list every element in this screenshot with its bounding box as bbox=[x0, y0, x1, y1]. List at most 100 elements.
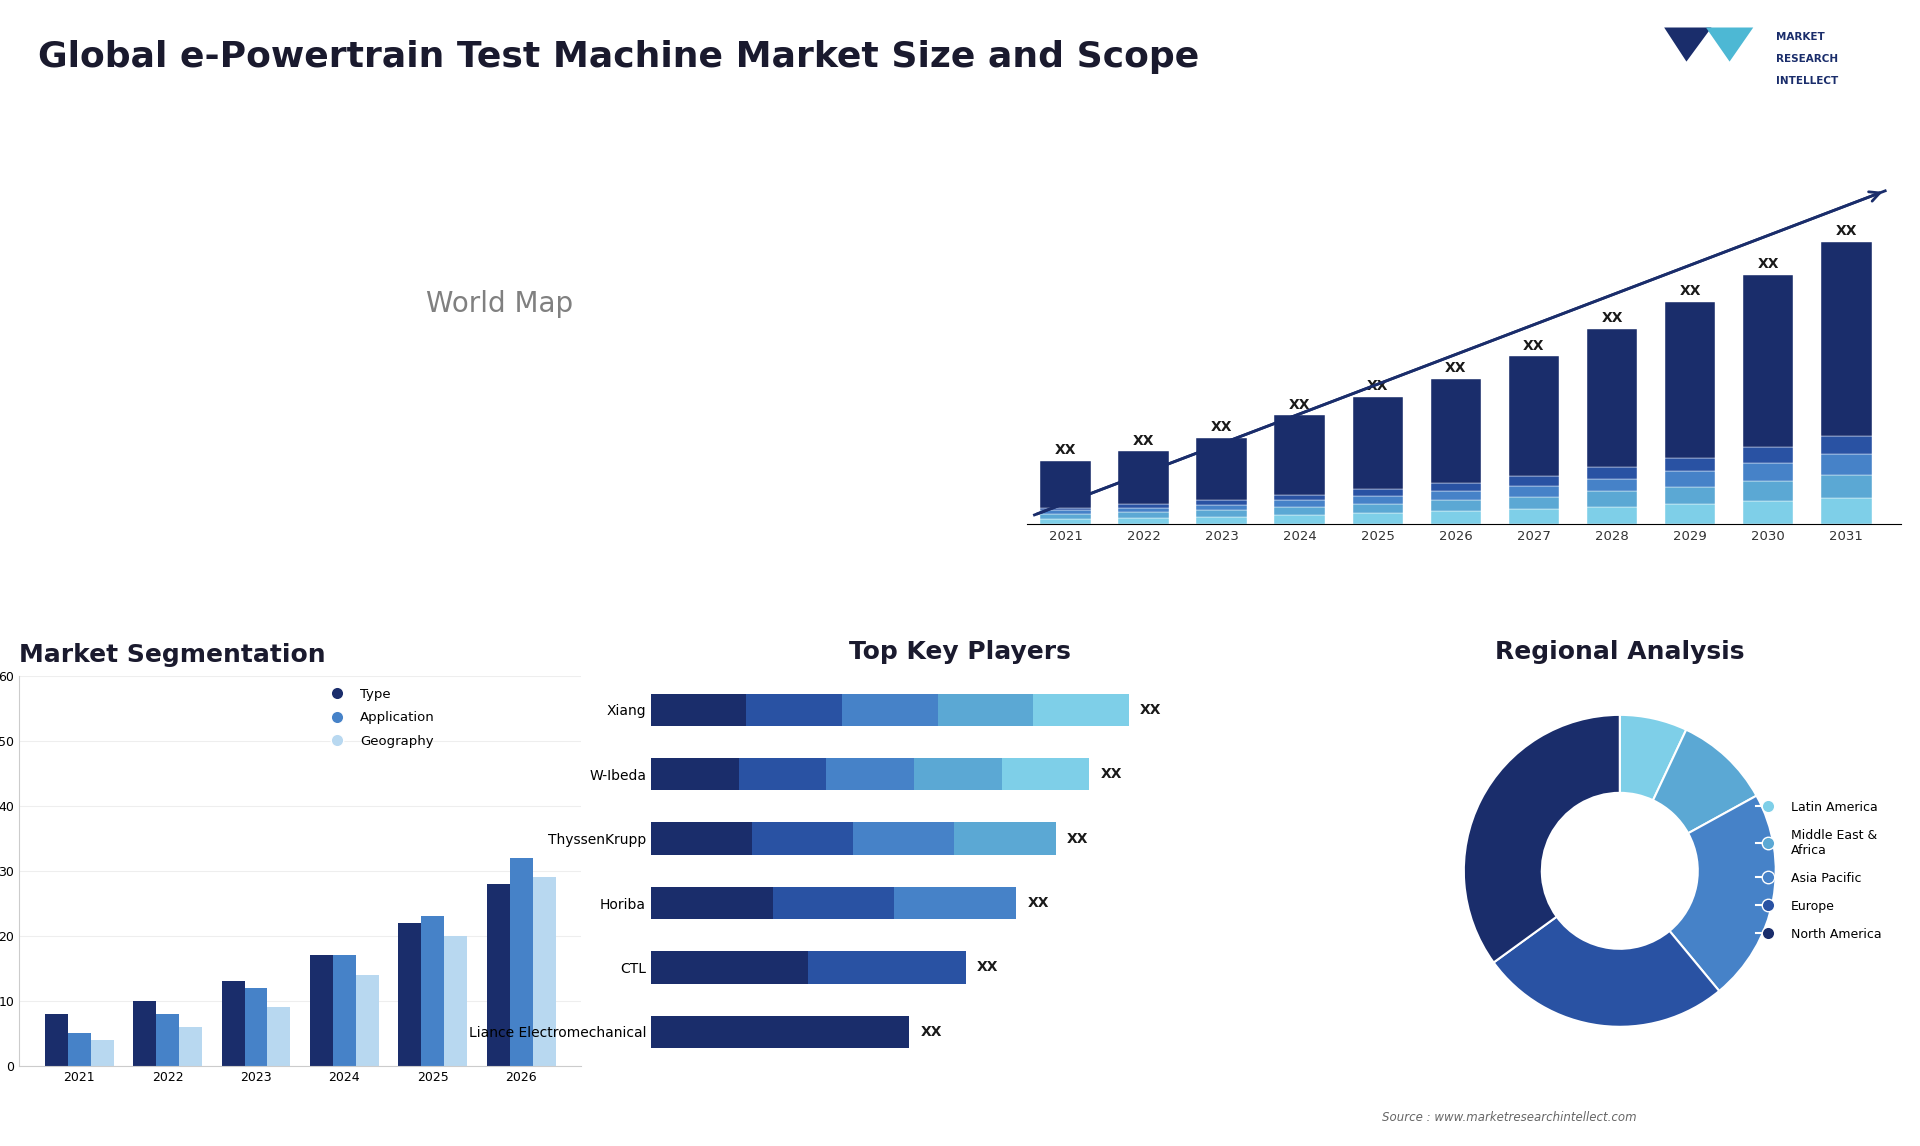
Bar bbox=[1820, 437, 1872, 454]
Bar bbox=[1509, 486, 1559, 497]
Bar bbox=[309, 956, 332, 1066]
Wedge shape bbox=[1653, 730, 1757, 833]
Bar bbox=[1820, 476, 1872, 497]
Bar bbox=[1352, 504, 1404, 513]
Bar bbox=[852, 823, 954, 855]
Bar bbox=[1430, 492, 1482, 501]
Bar bbox=[1033, 693, 1129, 725]
Bar bbox=[1041, 508, 1091, 510]
Bar bbox=[1117, 518, 1169, 524]
Bar bbox=[808, 951, 966, 983]
Bar bbox=[1743, 447, 1793, 463]
Bar bbox=[739, 758, 826, 791]
Bar bbox=[44, 1014, 67, 1066]
Bar bbox=[156, 1014, 179, 1066]
Text: World Map: World Map bbox=[426, 290, 574, 319]
Bar bbox=[1586, 492, 1638, 507]
Bar bbox=[1586, 479, 1638, 492]
Bar bbox=[1196, 438, 1248, 501]
Bar bbox=[509, 858, 532, 1066]
Wedge shape bbox=[1620, 715, 1686, 800]
Bar bbox=[1352, 513, 1404, 524]
Bar bbox=[1743, 275, 1793, 447]
Text: XX: XX bbox=[1068, 832, 1089, 846]
Text: XX: XX bbox=[1054, 442, 1077, 457]
Bar bbox=[1352, 397, 1404, 488]
Bar bbox=[651, 758, 739, 791]
Bar bbox=[1665, 487, 1715, 504]
Bar bbox=[179, 1027, 202, 1066]
Bar bbox=[651, 823, 753, 855]
Bar bbox=[132, 1000, 156, 1066]
Bar bbox=[1430, 379, 1482, 484]
Bar bbox=[532, 878, 555, 1066]
Bar bbox=[1430, 484, 1482, 492]
Bar bbox=[1430, 511, 1482, 524]
Bar bbox=[1275, 501, 1325, 507]
Bar bbox=[1430, 501, 1482, 511]
Bar bbox=[937, 693, 1033, 725]
Bar bbox=[244, 988, 267, 1066]
Polygon shape bbox=[1665, 28, 1711, 62]
Bar bbox=[332, 956, 355, 1066]
Text: XX: XX bbox=[1523, 338, 1546, 353]
Bar bbox=[1041, 461, 1091, 508]
Bar bbox=[1820, 454, 1872, 476]
Bar bbox=[67, 1034, 90, 1066]
Bar bbox=[651, 887, 772, 919]
Text: Global e-Powertrain Test Machine Market Size and Scope: Global e-Powertrain Test Machine Market … bbox=[38, 40, 1200, 74]
Bar bbox=[651, 951, 808, 983]
Bar bbox=[1117, 452, 1169, 504]
Bar bbox=[651, 693, 747, 725]
Legend: Type, Application, Geography: Type, Application, Geography bbox=[319, 683, 440, 753]
Title: Regional Analysis: Regional Analysis bbox=[1496, 641, 1745, 665]
Bar bbox=[1665, 301, 1715, 457]
Bar bbox=[1743, 481, 1793, 501]
Text: XX: XX bbox=[1288, 398, 1311, 411]
Bar bbox=[221, 981, 244, 1066]
Text: XX: XX bbox=[1100, 767, 1121, 782]
Text: Source : www.marketresearchintellect.com: Source : www.marketresearchintellect.com bbox=[1382, 1110, 1638, 1124]
Bar bbox=[397, 923, 420, 1066]
Text: XX: XX bbox=[1212, 421, 1233, 434]
Bar bbox=[1665, 504, 1715, 524]
Bar bbox=[1820, 497, 1872, 524]
Bar bbox=[1041, 518, 1091, 524]
Bar bbox=[1117, 508, 1169, 512]
Bar bbox=[1275, 507, 1325, 515]
Polygon shape bbox=[1705, 28, 1753, 62]
Bar bbox=[1509, 510, 1559, 524]
Text: XX: XX bbox=[1140, 702, 1162, 716]
Bar bbox=[1586, 466, 1638, 479]
Wedge shape bbox=[1463, 715, 1620, 963]
Bar bbox=[355, 975, 378, 1066]
Bar bbox=[1665, 471, 1715, 487]
Bar bbox=[1041, 515, 1091, 518]
Bar bbox=[1117, 512, 1169, 518]
Bar bbox=[1117, 504, 1169, 508]
Bar bbox=[772, 887, 895, 919]
Bar bbox=[651, 1015, 910, 1049]
Text: XX: XX bbox=[1836, 223, 1857, 238]
Bar bbox=[1196, 501, 1248, 505]
Text: XX: XX bbox=[1027, 896, 1048, 910]
Text: INTELLECT: INTELLECT bbox=[1776, 76, 1837, 86]
Bar bbox=[1586, 507, 1638, 524]
Title: Top Key Players: Top Key Players bbox=[849, 641, 1071, 665]
Bar bbox=[90, 1039, 113, 1066]
Text: XX: XX bbox=[922, 1025, 943, 1039]
Text: XX: XX bbox=[1601, 312, 1622, 325]
Bar bbox=[1352, 496, 1404, 504]
Bar bbox=[1509, 476, 1559, 486]
Text: Market Segmentation: Market Segmentation bbox=[19, 643, 326, 667]
Bar bbox=[1665, 457, 1715, 471]
Text: MARKET: MARKET bbox=[1776, 32, 1824, 41]
Bar bbox=[420, 917, 444, 1066]
Bar bbox=[1586, 329, 1638, 466]
Bar bbox=[444, 936, 467, 1066]
Bar bbox=[267, 1007, 290, 1066]
Bar bbox=[1352, 488, 1404, 496]
Text: XX: XX bbox=[1367, 379, 1388, 393]
Bar bbox=[1743, 463, 1793, 481]
Text: XX: XX bbox=[1133, 434, 1154, 448]
